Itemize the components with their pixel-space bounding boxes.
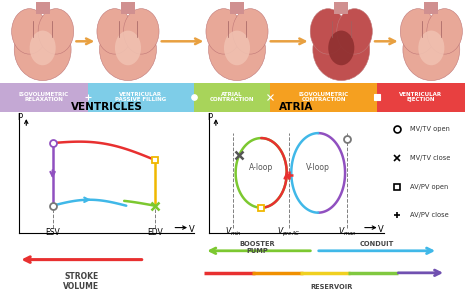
- Ellipse shape: [115, 31, 141, 65]
- Title: ATRIA: ATRIA: [279, 103, 313, 112]
- Text: ESV: ESV: [45, 228, 60, 237]
- Text: V: V: [189, 225, 194, 233]
- Ellipse shape: [232, 9, 268, 54]
- Bar: [0, 83, 88, 112]
- Ellipse shape: [209, 19, 265, 80]
- Text: AV/PV close: AV/PV close: [410, 212, 449, 218]
- Text: V: V: [378, 225, 384, 233]
- Text: VENTRICULAR
EJECTION: VENTRICULAR EJECTION: [399, 92, 442, 102]
- Text: CONDUIT: CONDUIT: [360, 241, 394, 248]
- Text: V-loop: V-loop: [306, 163, 330, 172]
- Ellipse shape: [123, 9, 159, 54]
- Text: $V_{max}$: $V_{max}$: [338, 226, 357, 238]
- Text: MV/TV close: MV/TV close: [410, 155, 450, 161]
- Ellipse shape: [337, 9, 373, 54]
- Text: STROKE
VOLUME: STROKE VOLUME: [64, 272, 100, 291]
- Ellipse shape: [400, 9, 436, 54]
- Ellipse shape: [427, 9, 462, 54]
- Bar: [377, 83, 465, 112]
- Ellipse shape: [97, 9, 132, 54]
- Bar: [121, 2, 135, 14]
- Text: EDV: EDV: [147, 228, 163, 237]
- Text: ISOVOLUMETRIC
RELAXATION: ISOVOLUMETRIC RELAXATION: [18, 92, 69, 102]
- Bar: [88, 83, 194, 112]
- Ellipse shape: [418, 31, 445, 65]
- Ellipse shape: [29, 31, 55, 65]
- Bar: [270, 83, 377, 112]
- Bar: [230, 2, 244, 14]
- Text: MV/TV open: MV/TV open: [410, 126, 450, 132]
- Bar: [36, 2, 50, 14]
- Bar: [334, 2, 348, 14]
- Ellipse shape: [328, 31, 354, 65]
- Text: $V_{preAC}$: $V_{preAC}$: [277, 226, 301, 239]
- Text: AV/PV open: AV/PV open: [410, 184, 448, 190]
- Text: VENTRICULAR
PASSIVE FILLING: VENTRICULAR PASSIVE FILLING: [115, 92, 167, 102]
- Bar: [424, 2, 438, 14]
- Bar: [194, 83, 270, 112]
- Text: BOOSTER
PUMP: BOOSTER PUMP: [240, 241, 275, 254]
- Ellipse shape: [313, 19, 370, 80]
- Ellipse shape: [224, 31, 250, 65]
- Ellipse shape: [11, 9, 47, 54]
- Ellipse shape: [310, 9, 346, 54]
- Text: ATRIAL
CONTRACTION: ATRIAL CONTRACTION: [210, 92, 255, 102]
- Ellipse shape: [206, 9, 241, 54]
- Text: p: p: [207, 111, 213, 120]
- Ellipse shape: [403, 19, 460, 80]
- Ellipse shape: [100, 19, 156, 80]
- Text: p: p: [18, 111, 23, 120]
- Text: $V_{min}$: $V_{min}$: [225, 226, 242, 238]
- Ellipse shape: [14, 19, 71, 80]
- Title: VENTRICLES: VENTRICLES: [71, 103, 143, 112]
- Ellipse shape: [38, 9, 73, 54]
- Text: A-loop: A-loop: [249, 163, 273, 172]
- Text: ISOVOLUMETRIC
CONTRACTION: ISOVOLUMETRIC CONTRACTION: [298, 92, 349, 102]
- Text: RESERVOIR: RESERVOIR: [310, 284, 353, 290]
